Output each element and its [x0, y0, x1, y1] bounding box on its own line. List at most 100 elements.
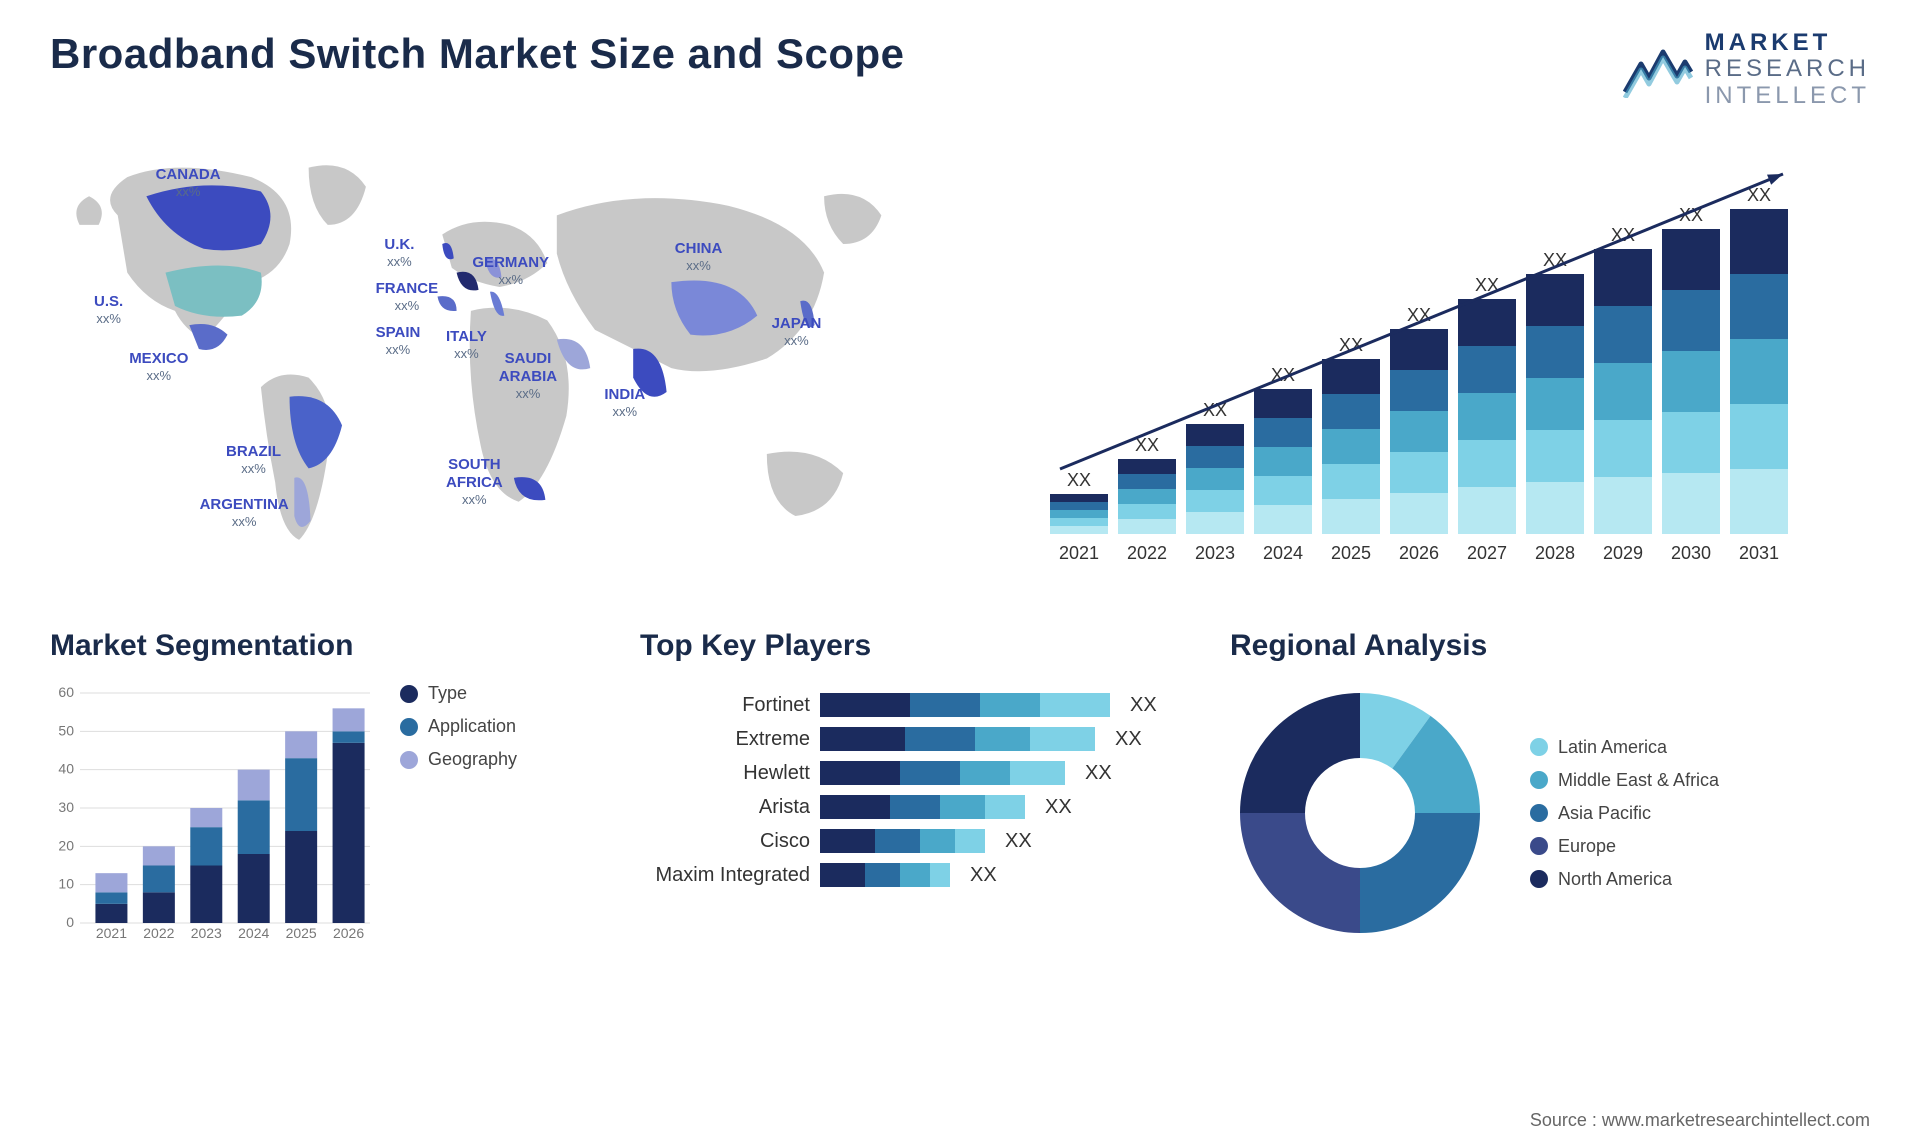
legend-item: North America	[1530, 869, 1719, 890]
player-bar	[820, 829, 985, 853]
svg-text:2021: 2021	[1059, 543, 1099, 563]
player-label: Maxim Integrated	[640, 864, 810, 887]
map-label: JAPANxx%	[772, 315, 822, 349]
svg-text:40: 40	[58, 761, 74, 777]
legend-item: Latin America	[1530, 737, 1719, 758]
map-label: FRANCExx%	[376, 280, 439, 314]
legend-label: Geography	[428, 749, 517, 770]
svg-text:2023: 2023	[1195, 543, 1235, 563]
legend-swatch	[1530, 771, 1548, 789]
map-label: CHINAxx%	[675, 240, 723, 274]
map-label: ARGENTINAxx%	[200, 496, 289, 530]
player-value: XX	[1085, 762, 1112, 785]
svg-text:2022: 2022	[1127, 543, 1167, 563]
logo-line3: INTELLECT	[1705, 83, 1870, 109]
player-bar	[820, 727, 1095, 751]
map-label: ITALYxx%	[446, 328, 487, 362]
svg-text:2025: 2025	[286, 925, 317, 941]
map-label: MEXICOxx%	[129, 350, 188, 384]
player-row: ExtremeXX	[640, 727, 1180, 751]
player-bar	[820, 795, 1025, 819]
players-section: Top Key Players FortinetXXExtremeXXHewle…	[640, 629, 1180, 963]
legend-item: Europe	[1530, 836, 1719, 857]
regional-donut	[1230, 683, 1490, 943]
map-label: SPAINxx%	[376, 324, 421, 358]
map-label: GERMANYxx%	[472, 254, 549, 288]
legend-item: Asia Pacific	[1530, 803, 1719, 824]
player-bar	[820, 761, 1065, 785]
svg-text:2027: 2027	[1467, 543, 1507, 563]
svg-text:2031: 2031	[1739, 543, 1779, 563]
legend-swatch	[1530, 804, 1548, 822]
player-row: Maxim Integrated XX	[640, 863, 1180, 887]
map-label: U.K.xx%	[384, 236, 414, 270]
legend-label: Type	[428, 683, 467, 704]
legend-swatch	[1530, 837, 1548, 855]
regional-section: Regional Analysis Latin America Middle Ea…	[1230, 629, 1870, 963]
player-value: XX	[1005, 830, 1032, 853]
player-bar	[820, 863, 950, 887]
player-label: Hewlett	[640, 762, 810, 785]
segmentation-title: Market Segmentation	[50, 629, 590, 663]
legend-item: Middle East & Africa	[1530, 770, 1719, 791]
svg-text:10: 10	[58, 876, 74, 892]
players-chart: FortinetXXExtremeXXHewlettXXAristaXXCisc…	[640, 683, 1180, 887]
map-label: BRAZILxx%	[226, 443, 281, 477]
map-label: SOUTHAFRICAxx%	[446, 456, 503, 508]
players-title: Top Key Players	[640, 629, 1180, 663]
page-title: Broadband Switch Market Size and Scope	[50, 30, 905, 78]
svg-text:2026: 2026	[333, 925, 364, 941]
legend-swatch	[400, 751, 418, 769]
svg-text:2030: 2030	[1671, 543, 1711, 563]
legend-label: Europe	[1558, 836, 1616, 857]
player-value: XX	[1045, 796, 1072, 819]
player-row: Arista XX	[640, 795, 1180, 819]
legend-item: Type	[400, 683, 517, 704]
legend-item: Application	[400, 716, 517, 737]
legend-label: Middle East & Africa	[1558, 770, 1719, 791]
legend-label: Latin America	[1558, 737, 1667, 758]
map-label: CANADAxx%	[156, 166, 221, 200]
logo-line2: RESEARCH	[1705, 56, 1870, 82]
legend-item: Geography	[400, 749, 517, 770]
source-text: Source : www.marketresearchintellect.com	[1530, 1110, 1870, 1131]
regional-title: Regional Analysis	[1230, 629, 1870, 663]
legend-label: Asia Pacific	[1558, 803, 1651, 824]
player-value: XX	[1130, 694, 1157, 717]
legend-swatch	[1530, 870, 1548, 888]
regional-legend: Latin America Middle East & Africa Asia Pa…	[1530, 737, 1719, 890]
player-label: Extreme	[640, 728, 810, 751]
svg-text:2024: 2024	[238, 925, 269, 941]
player-row: Fortinet XX	[640, 693, 1180, 717]
player-value: XX	[970, 864, 997, 887]
legend-swatch	[1530, 738, 1548, 756]
growth-chart-section: XX2021XX2022XX2023XX2024XX2025XX2026XX20…	[990, 139, 1870, 579]
legend-swatch	[400, 685, 418, 703]
player-label: Cisco	[640, 830, 810, 853]
svg-text:2022: 2022	[143, 925, 174, 941]
player-label: Arista	[640, 796, 810, 819]
map-label: INDIAxx%	[604, 386, 645, 420]
logo-icon	[1623, 42, 1693, 98]
map-label: SAUDIARABIAxx%	[499, 350, 557, 402]
map-label: U.S.xx%	[94, 293, 123, 327]
player-label: Fortinet	[640, 694, 810, 717]
brand-logo: MARKET RESEARCH INTELLECT	[1623, 30, 1870, 109]
svg-text:50: 50	[58, 723, 74, 739]
logo-line1: MARKET	[1705, 30, 1870, 56]
svg-text:XX: XX	[1067, 470, 1091, 490]
svg-text:30: 30	[58, 799, 74, 815]
legend-label: Application	[428, 716, 516, 737]
svg-text:0: 0	[66, 914, 74, 930]
growth-bar-chart: XX2021XX2022XX2023XX2024XX2025XX2026XX20…	[990, 139, 1870, 579]
svg-text:2023: 2023	[191, 925, 222, 941]
svg-text:2028: 2028	[1535, 543, 1575, 563]
svg-text:60: 60	[58, 684, 74, 700]
segmentation-legend: Type Application Geography	[400, 683, 517, 963]
player-bar	[820, 693, 1110, 717]
segmentation-chart: 0102030405060202120222023202420252026	[50, 683, 370, 963]
legend-swatch	[400, 718, 418, 736]
svg-text:2029: 2029	[1603, 543, 1643, 563]
player-row: Hewlett XX	[640, 761, 1180, 785]
segmentation-section: Market Segmentation 01020304050602021202…	[50, 629, 590, 963]
